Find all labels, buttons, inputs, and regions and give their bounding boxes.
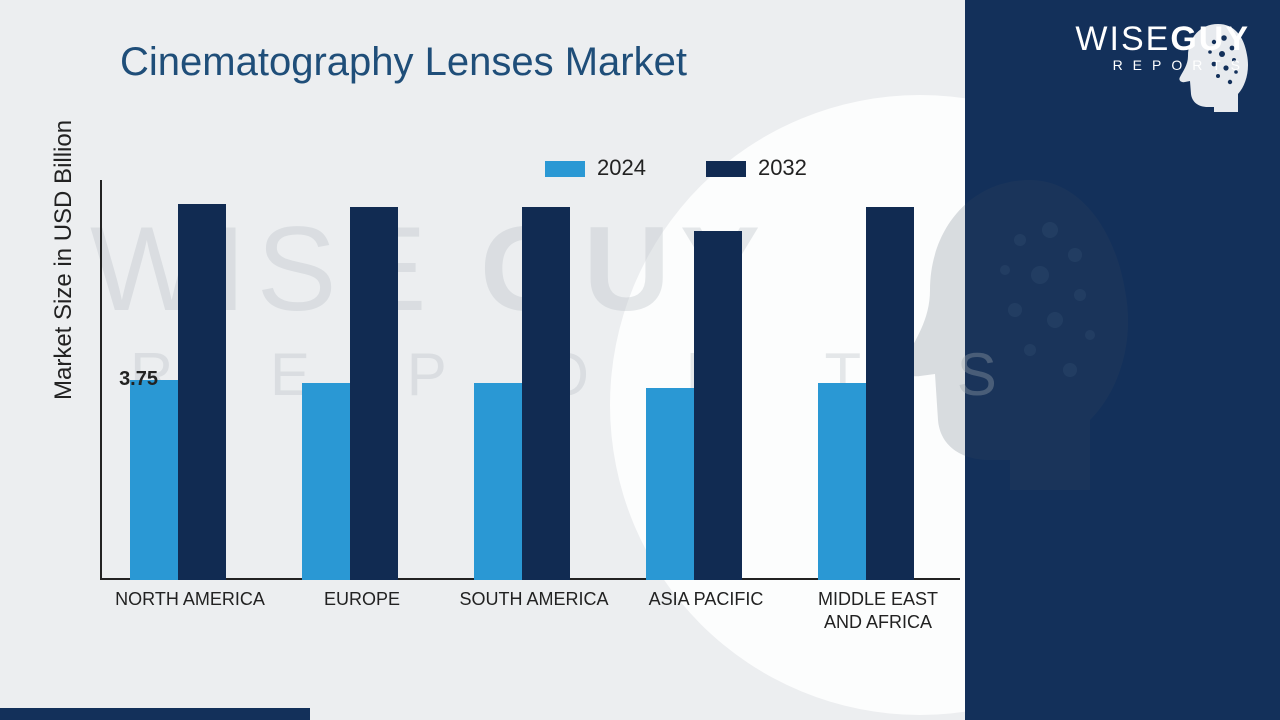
- stage: WISE GUY R E P O R T S WISEGUY REPORTS C…: [0, 0, 1280, 720]
- legend-item-2032: 2032: [706, 155, 807, 181]
- x-label: MIDDLE EAST AND AFRICA: [803, 580, 953, 633]
- plot-area: NORTH AMERICAEUROPESOUTH AMERICAASIA PAC…: [100, 180, 960, 580]
- x-label: SOUTH AMERICA: [459, 580, 609, 611]
- y-axis-label: Market Size in USD Billion: [50, 120, 78, 400]
- bar-2032: [522, 207, 570, 580]
- x-label: ASIA PACIFIC: [631, 580, 781, 611]
- bar-2024: [302, 383, 350, 580]
- legend-item-2024: 2024: [545, 155, 646, 181]
- brand-wise: WISE: [1075, 20, 1170, 58]
- bar-2024: [646, 388, 694, 580]
- legend-swatch-2032: [706, 161, 746, 177]
- bar-2024: [474, 383, 522, 580]
- x-label: EUROPE: [287, 580, 437, 611]
- legend-label-2024: 2024: [597, 155, 646, 180]
- legend-swatch-2024: [545, 161, 585, 177]
- bar-2032: [178, 204, 226, 580]
- bottom-accent: [0, 708, 310, 720]
- legend-label-2032: 2032: [758, 155, 807, 180]
- y-tick: 3.75: [98, 368, 158, 391]
- bar-2024: [130, 380, 178, 580]
- brand-line1: WISEGUY: [1075, 20, 1250, 59]
- brand-logo: WISEGUY REPORTS: [1075, 20, 1250, 73]
- brand-line2: REPORTS: [1075, 57, 1250, 73]
- bar-2032: [350, 207, 398, 580]
- chart-title: Cinematography Lenses Market: [120, 40, 687, 85]
- bar-2032: [694, 231, 742, 580]
- bar-2024: [818, 383, 866, 580]
- legend: 2024 2032: [545, 155, 807, 181]
- brand-guy: GUY: [1170, 20, 1250, 58]
- x-label: NORTH AMERICA: [115, 580, 265, 611]
- bar-2032: [866, 207, 914, 580]
